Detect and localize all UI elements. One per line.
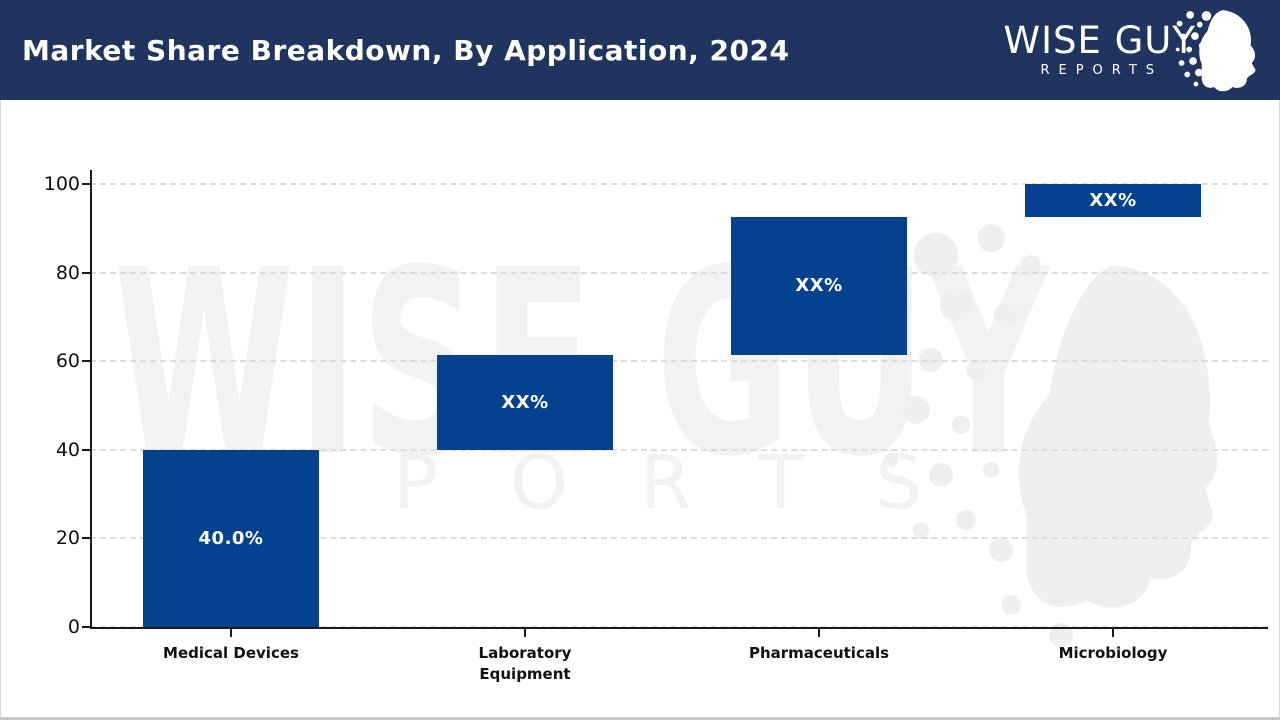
gridline — [90, 537, 1268, 540]
x-tick-mark — [818, 629, 820, 637]
x-axis-category-label: Pharmaceuticals — [748, 644, 890, 662]
logo-face-icon — [1175, 10, 1256, 92]
y-tick-label: 20 — [55, 527, 80, 550]
y-tick-mark — [82, 360, 90, 363]
y-tick-label: 60 — [55, 350, 80, 373]
x-axis-category-label: Laboratory Equipment — [478, 644, 572, 683]
bar: XX% — [731, 217, 907, 355]
y-tick-label: 100 — [43, 173, 80, 195]
logo-wordmark: WISE GUY — [1003, 19, 1196, 63]
y-axis-line — [90, 170, 92, 629]
y-tick-mark — [82, 271, 90, 274]
page-title: Market Share Breakdown, By Application, … — [22, 33, 790, 67]
gridline — [90, 448, 1268, 451]
y-tick-label: 80 — [55, 261, 80, 284]
bar-value-label: XX% — [1089, 190, 1137, 212]
wise-guy-reports-logo: WISE GUY REPORTS — [1004, 4, 1280, 96]
bar: 40.0% — [143, 449, 319, 627]
chart-canvas: WISE GUY REPORTS 0 20 40 60 80 100 40.0% Medica… — [0, 100, 1280, 720]
y-tick-label: 40 — [55, 438, 80, 461]
gridline — [90, 271, 1268, 274]
y-tick-label: 0 — [67, 616, 80, 638]
logo-subtext: REPORTS — [1040, 62, 1164, 78]
bar: XX% — [437, 354, 613, 450]
y-tick-mark — [82, 448, 90, 451]
y-tick-mark — [82, 626, 90, 628]
x-tick-mark — [1112, 629, 1114, 637]
x-axis-category-label: Medical Devices — [163, 644, 299, 662]
gridline — [90, 183, 1268, 185]
x-axis-line — [90, 627, 1268, 629]
bar: XX% — [1025, 184, 1201, 218]
bar-value-label: 40.0% — [198, 527, 264, 549]
header-bar: Market Share Breakdown, By Application, … — [0, 0, 1280, 100]
bar-value-label: XX% — [795, 275, 843, 297]
gridline — [90, 360, 1268, 363]
watermark-face-icon — [883, 224, 1218, 647]
bar-value-label: XX% — [501, 391, 549, 413]
x-tick-mark — [230, 629, 232, 637]
y-tick-mark — [82, 537, 90, 540]
logo-text: WISE GUY REPORTS — [1003, 19, 1196, 78]
x-axis-category-label: Microbiology — [1058, 644, 1168, 662]
y-tick-mark — [82, 183, 90, 185]
x-tick-mark — [524, 629, 526, 637]
